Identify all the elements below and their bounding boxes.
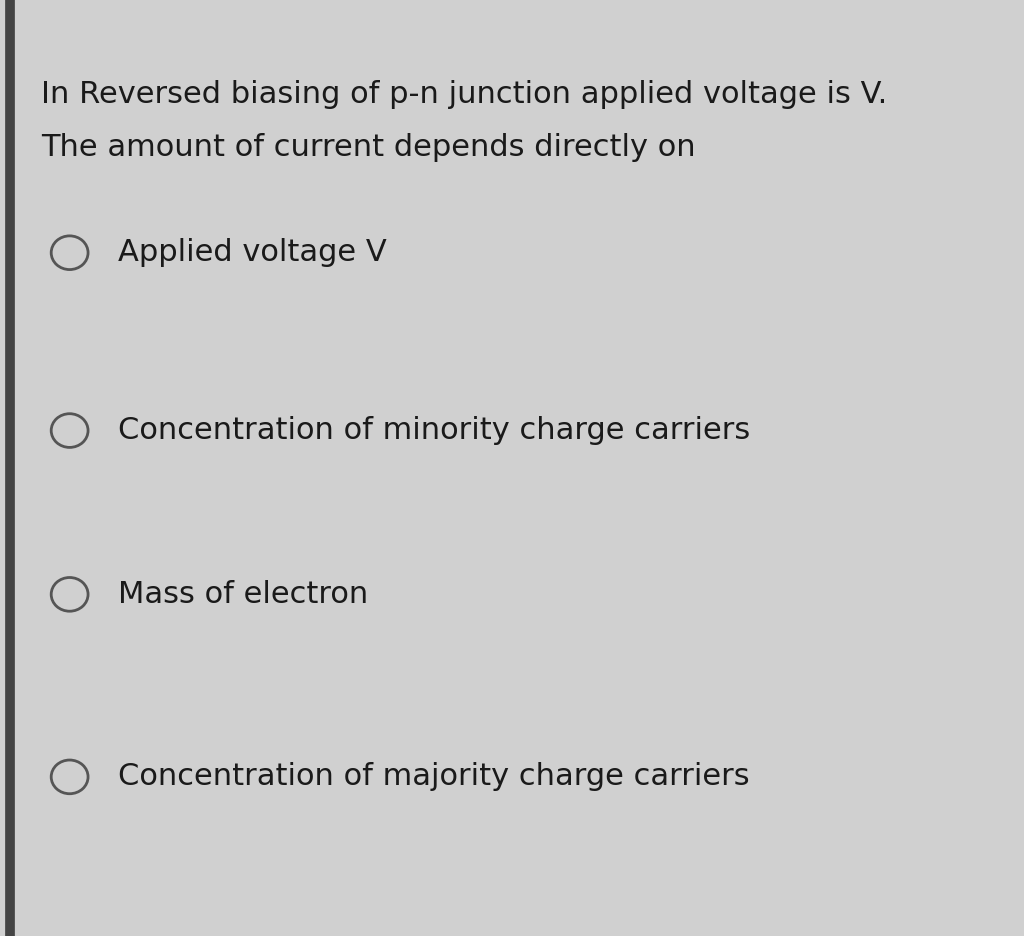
Text: Concentration of minority charge carriers: Concentration of minority charge carrier…	[118, 417, 750, 445]
Text: Concentration of majority charge carriers: Concentration of majority charge carrier…	[118, 763, 750, 791]
Text: In Reversed biasing of p-n junction applied voltage is V.: In Reversed biasing of p-n junction appl…	[41, 80, 887, 109]
Text: Mass of electron: Mass of electron	[118, 580, 368, 608]
Text: Applied voltage V: Applied voltage V	[118, 239, 386, 267]
Text: The amount of current depends directly on: The amount of current depends directly o…	[41, 133, 695, 162]
